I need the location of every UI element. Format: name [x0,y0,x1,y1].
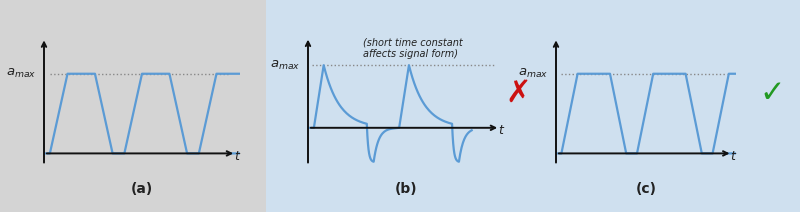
Text: (short time constant
affects signal form): (short time constant affects signal form… [363,37,462,59]
Text: ✓: ✓ [759,79,785,108]
Text: (b): (b) [394,183,418,197]
Text: t: t [498,124,503,137]
Text: $a_{max}$: $a_{max}$ [518,67,549,80]
Text: ✗: ✗ [506,79,531,108]
Text: (c): (c) [635,183,657,197]
Text: $a_{max}$: $a_{max}$ [6,67,36,80]
Text: $a_{max}$: $a_{max}$ [270,59,300,72]
Text: (a): (a) [131,183,153,197]
Text: t: t [234,150,239,163]
Text: t: t [730,150,735,163]
